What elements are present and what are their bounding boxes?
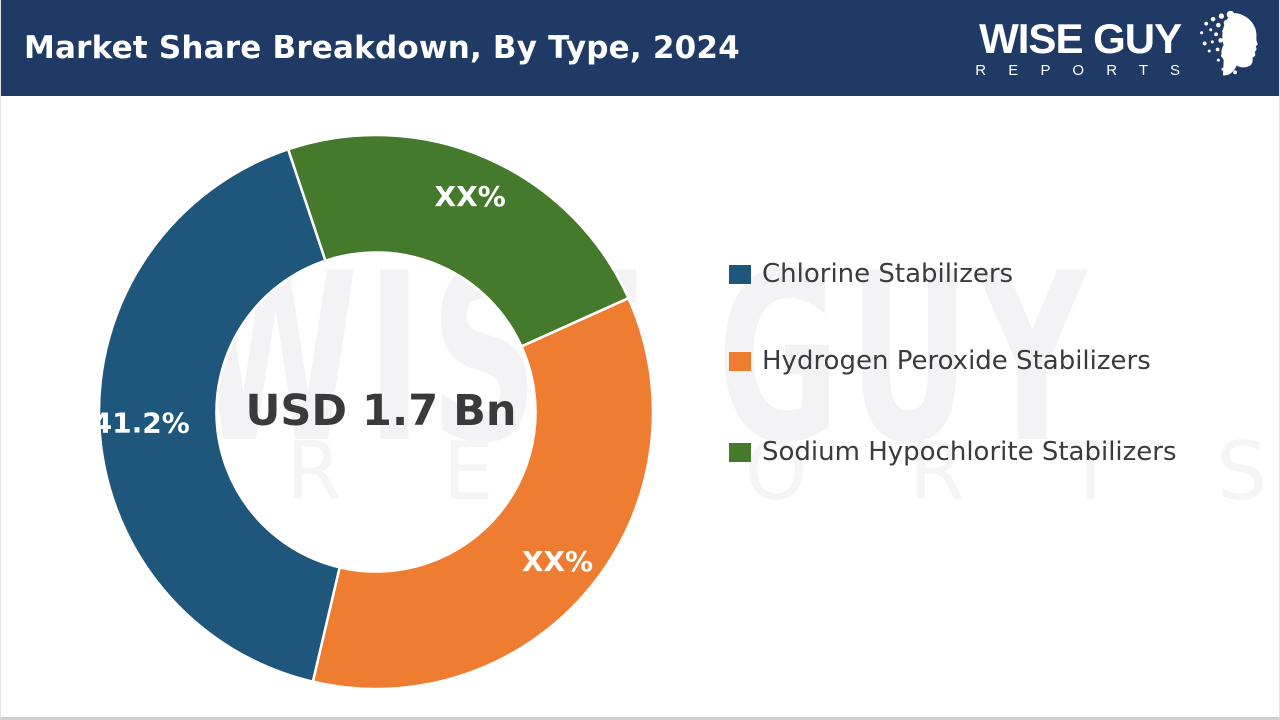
legend-label: Sodium Hypochlorite Stabilizers (762, 437, 1177, 467)
brand-name: WISE GUY (979, 15, 1182, 62)
segment-value-label-1: XX% (522, 545, 593, 578)
legend-label: Hydrogen Peroxide Stabilizers (762, 346, 1151, 376)
header-bar: Market Share Breakdown, By Type, 2024 WI… (1, 0, 1279, 96)
page-title: Market Share Breakdown, By Type, 2024 (24, 30, 740, 66)
legend-item: Chlorine Stabilizers (729, 259, 1013, 289)
donut-segment-0 (97, 148, 341, 683)
legend-swatch-hydrogen-peroxide (729, 351, 751, 371)
legend-swatch-chlorine (729, 264, 751, 284)
brand-wordmark: WISE GUY R E P O R T S (971, 15, 1189, 80)
watermark-reports: R E P O R T S (286, 425, 1280, 518)
legend-swatch-sodium-hypochlorite (729, 442, 751, 462)
legend-item: Sodium Hypochlorite Stabilizers (729, 437, 1177, 467)
brand-subname: R E P O R T S (975, 62, 1189, 79)
legend-label: Chlorine Stabilizers (762, 259, 1014, 289)
donut-segment-2 (286, 133, 630, 348)
chart-center-value: USD 1.7 Bn (245, 386, 516, 436)
segment-value-label-2: XX% (435, 180, 506, 213)
segment-value-label-0: 41.2% (93, 406, 190, 439)
donut-segment-1 (311, 296, 655, 691)
brand-logo: WISE GUY R E P O R T S (971, 6, 1267, 90)
legend-item: Hydrogen Peroxide Stabilizers (729, 346, 1151, 376)
